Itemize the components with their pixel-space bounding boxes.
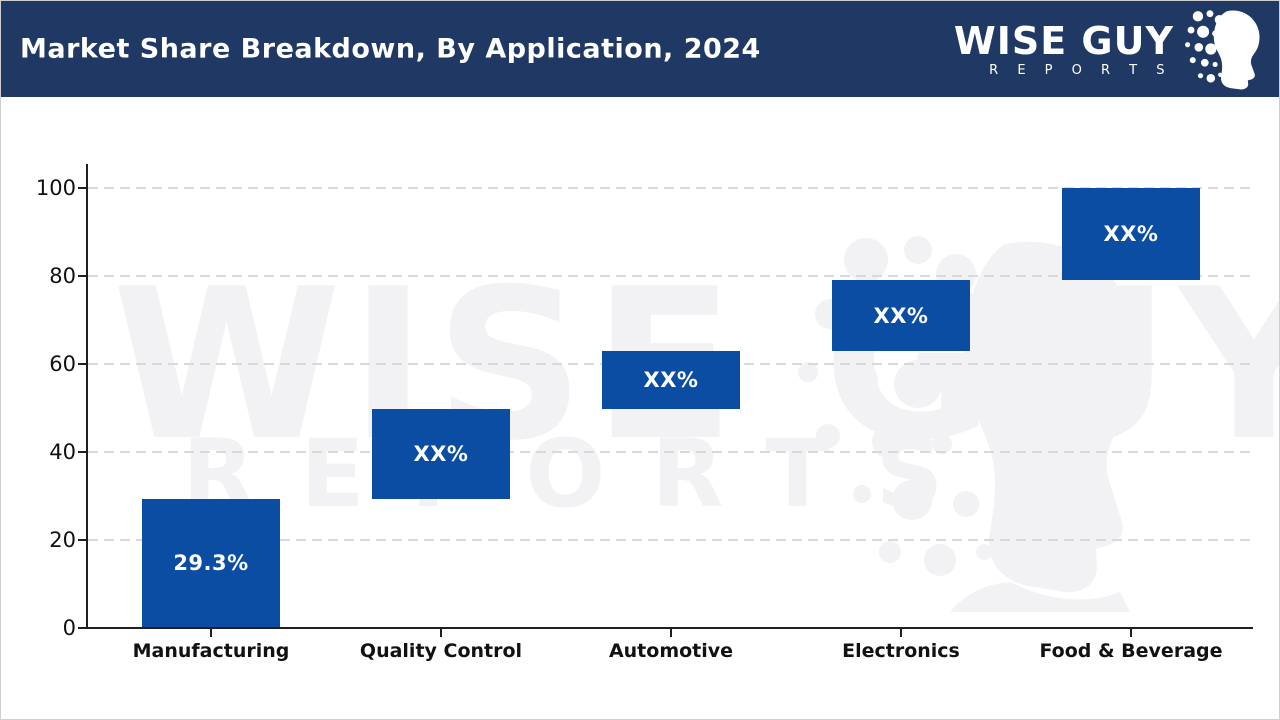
x-tick-mark-0	[210, 629, 212, 637]
y-axis-line	[86, 164, 88, 629]
y-tick-label-80: 80	[49, 263, 76, 288]
y-tick-label-100: 100	[35, 175, 76, 200]
bar-value-label: XX%	[873, 303, 929, 328]
category-label: Food & Beverage	[1039, 640, 1223, 662]
bar-value-label: XX%	[1103, 221, 1159, 246]
x-tick-mark-2	[670, 629, 672, 637]
x-tick-mark-3	[900, 629, 902, 637]
x-axis-line	[86, 627, 1253, 629]
bar-value-label: XX%	[643, 367, 699, 392]
gridline-20	[88, 538, 1253, 541]
bar-manufacturing: 29.3%	[142, 498, 280, 628]
bar-automotive: XX%	[602, 350, 740, 410]
bar-value-label: 29.3%	[173, 551, 249, 576]
y-tick-mark-40	[78, 450, 86, 453]
gridline-100	[88, 186, 1253, 189]
category-label: Manufacturing	[132, 640, 290, 662]
logo-subtitle: R E P O R T S	[989, 62, 1172, 78]
x-tick-mark-1	[440, 629, 442, 637]
y-tick-mark-100	[78, 186, 86, 189]
gridline-80	[88, 274, 1253, 277]
wise-guy-logo: WISE GUY R E P O R T S	[954, 0, 1266, 97]
y-tick-mark-80	[78, 274, 86, 277]
y-tick-mark-60	[78, 362, 86, 365]
bar-electronics: XX%	[832, 280, 970, 351]
y-tick-label-40: 40	[49, 439, 76, 464]
bar-quality-control: XX%	[372, 409, 510, 499]
logo-face-icon	[1185, 9, 1260, 89]
gridline-40	[88, 450, 1253, 453]
category-label: Electronics	[842, 640, 960, 662]
logo-wordmark: WISE GUY	[953, 18, 1174, 63]
bar-food-beverage: XX%	[1062, 187, 1200, 281]
y-tick-mark-0	[78, 626, 86, 629]
x-tick-mark-4	[1130, 629, 1132, 637]
page-title: Market Share Breakdown, By Application, …	[20, 33, 761, 64]
y-tick-mark-20	[78, 538, 86, 541]
y-tick-label-60: 60	[49, 351, 76, 376]
bar-value-label: XX%	[413, 441, 469, 466]
category-label: Quality Control	[359, 640, 523, 662]
y-tick-label-20: 20	[49, 527, 76, 552]
logo-text: WISE GUY R E P O R T S	[954, 22, 1174, 78]
header-bar: Market Share Breakdown, By Application, …	[0, 0, 1280, 97]
y-tick-label-0: 0	[62, 615, 76, 640]
category-label: Automotive	[608, 640, 734, 662]
